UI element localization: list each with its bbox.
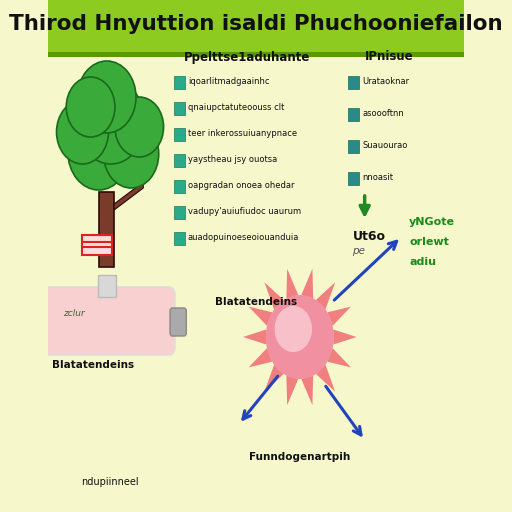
Bar xyxy=(49,0,463,57)
Circle shape xyxy=(115,97,163,157)
Polygon shape xyxy=(264,365,284,392)
Text: Blatatendeins: Blatatendeins xyxy=(52,360,134,370)
Bar xyxy=(174,102,185,115)
Circle shape xyxy=(56,100,109,164)
Bar xyxy=(174,154,185,167)
Text: Ppelttse1aduhante: Ppelttse1aduhante xyxy=(184,51,310,63)
FancyBboxPatch shape xyxy=(42,287,175,355)
Text: yNGote: yNGote xyxy=(409,217,455,227)
Bar xyxy=(349,140,359,153)
Polygon shape xyxy=(327,348,351,368)
Text: nnoasit: nnoasit xyxy=(362,174,393,182)
Polygon shape xyxy=(301,269,313,298)
Circle shape xyxy=(66,77,115,137)
Text: adiu: adiu xyxy=(409,257,436,267)
Bar xyxy=(349,172,359,185)
Bar xyxy=(98,275,116,297)
Polygon shape xyxy=(249,307,272,326)
Polygon shape xyxy=(316,365,335,392)
Circle shape xyxy=(274,306,312,352)
Text: vadupy'auiufiudoc uaurum: vadupy'auiufiudoc uaurum xyxy=(188,207,301,217)
Polygon shape xyxy=(114,182,143,210)
Text: Thirod Hnyuttion isaldi Phuchooniefailon: Thirod Hnyuttion isaldi Phuchooniefailon xyxy=(9,14,503,34)
Circle shape xyxy=(103,120,159,188)
Text: qnaiupctatuteoouss clt: qnaiupctatuteoouss clt xyxy=(188,103,284,113)
Bar xyxy=(174,128,185,141)
Bar xyxy=(174,76,185,89)
Circle shape xyxy=(68,114,130,190)
Text: iqoarlitmadgaainhc: iqoarlitmadgaainhc xyxy=(188,77,269,87)
Bar xyxy=(349,108,359,121)
Text: Blatatendeins: Blatatendeins xyxy=(215,297,297,307)
Text: oapgradan onoea ohedar: oapgradan onoea ohedar xyxy=(188,181,294,190)
Polygon shape xyxy=(316,282,335,309)
Circle shape xyxy=(77,80,145,164)
Polygon shape xyxy=(286,269,298,298)
Text: Urataoknar: Urataoknar xyxy=(362,77,410,87)
Polygon shape xyxy=(249,348,272,368)
Bar xyxy=(99,192,114,267)
Text: Funndogenartpih: Funndogenartpih xyxy=(249,452,350,462)
Polygon shape xyxy=(243,330,266,345)
Text: pe: pe xyxy=(352,246,366,256)
Polygon shape xyxy=(286,376,298,405)
FancyBboxPatch shape xyxy=(170,308,186,336)
Text: Ut6o: Ut6o xyxy=(352,229,386,243)
Polygon shape xyxy=(264,282,284,309)
Text: yaystheau jsy ouotsa: yaystheau jsy ouotsa xyxy=(188,156,277,164)
Polygon shape xyxy=(327,307,351,326)
Bar xyxy=(81,235,113,255)
Text: Suauourao: Suauourao xyxy=(362,141,408,151)
Bar xyxy=(174,232,185,245)
Circle shape xyxy=(78,61,136,133)
Text: IPnisue: IPnisue xyxy=(365,51,413,63)
Bar xyxy=(49,52,463,57)
Bar xyxy=(174,206,185,219)
Text: ndupiinneel: ndupiinneel xyxy=(81,477,138,487)
Bar xyxy=(349,76,359,89)
Text: orlewt: orlewt xyxy=(409,237,449,247)
Polygon shape xyxy=(301,376,313,405)
Text: auadopuinoeseoiouanduia: auadopuinoeseoiouanduia xyxy=(188,233,299,243)
Text: teer inkerossuiuanypnace: teer inkerossuiuanypnace xyxy=(188,130,297,139)
Polygon shape xyxy=(333,330,356,345)
Bar xyxy=(174,180,185,193)
Text: zclur: zclur xyxy=(63,309,85,318)
Circle shape xyxy=(266,295,334,379)
Text: asoooftnn: asoooftnn xyxy=(362,110,404,118)
